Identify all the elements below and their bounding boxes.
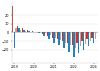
Bar xyxy=(20,30,22,32)
Bar xyxy=(52,32,53,38)
Bar xyxy=(32,31,33,32)
Bar xyxy=(53,32,55,43)
Bar xyxy=(78,32,80,53)
Bar xyxy=(25,31,26,32)
Bar xyxy=(12,6,13,32)
Bar xyxy=(65,32,66,43)
Bar xyxy=(23,30,25,32)
Bar xyxy=(82,32,83,41)
Bar xyxy=(80,32,81,46)
Bar xyxy=(90,32,91,41)
Bar xyxy=(18,28,20,32)
Bar xyxy=(70,32,71,46)
Bar xyxy=(45,32,46,33)
Bar xyxy=(22,28,23,32)
Bar xyxy=(85,32,86,44)
Bar xyxy=(17,25,18,32)
Bar xyxy=(68,32,70,52)
Bar xyxy=(55,32,56,38)
Bar xyxy=(15,28,16,32)
Bar xyxy=(86,32,88,39)
Bar xyxy=(57,32,58,39)
Bar xyxy=(94,32,96,39)
Bar xyxy=(88,32,89,46)
Bar xyxy=(62,32,63,41)
Bar xyxy=(48,32,50,39)
Bar xyxy=(50,32,51,35)
Bar xyxy=(67,32,68,43)
Bar xyxy=(91,32,93,38)
Bar xyxy=(58,32,60,46)
Bar xyxy=(42,32,43,34)
Bar xyxy=(27,30,28,32)
Bar xyxy=(73,32,74,57)
Bar xyxy=(63,32,65,48)
Bar xyxy=(47,32,48,36)
Bar xyxy=(93,32,94,43)
Bar xyxy=(60,32,61,40)
Bar xyxy=(28,31,30,32)
Bar xyxy=(75,32,76,48)
Bar xyxy=(14,32,15,48)
Bar xyxy=(76,32,78,43)
Bar xyxy=(38,32,40,33)
Bar xyxy=(43,32,45,36)
Bar xyxy=(72,32,73,46)
Bar xyxy=(83,32,84,50)
